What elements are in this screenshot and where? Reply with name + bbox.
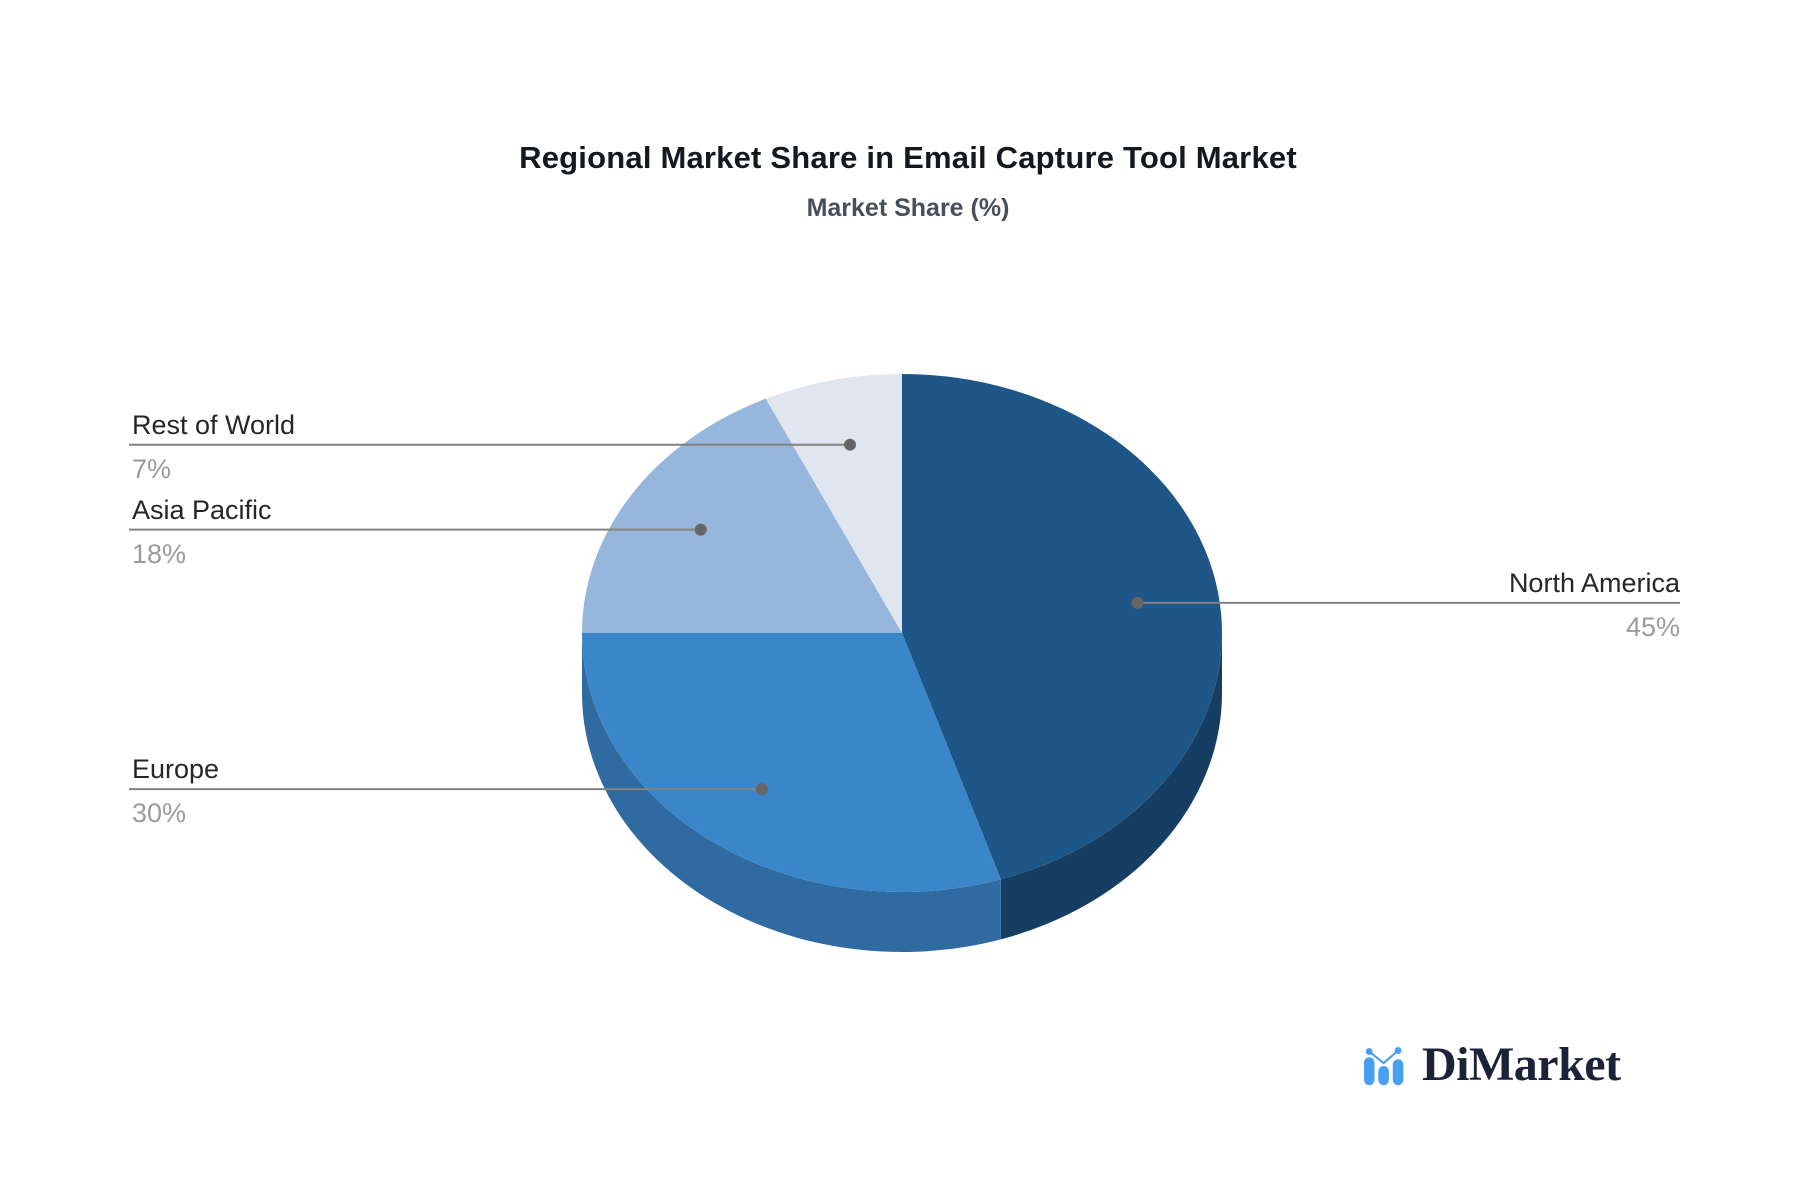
logo-bar-0 bbox=[1363, 1057, 1375, 1086]
logo-trend-line bbox=[1368, 1049, 1399, 1065]
pie-slice-rest-of-world[interactable] bbox=[765, 374, 902, 633]
pie-slice-side-north-america bbox=[1000, 633, 1222, 940]
logo-bar-1 bbox=[1378, 1065, 1389, 1086]
leader-dot-asia-pacific bbox=[694, 523, 707, 536]
slice-percent: 7% bbox=[132, 453, 172, 484]
logo-trend-dot-1 bbox=[1394, 1047, 1402, 1055]
pie-slice-north-america[interactable] bbox=[902, 374, 1222, 880]
brand-logo-text: DiMarket bbox=[1422, 1038, 1621, 1091]
leader-dot-europe bbox=[755, 783, 768, 796]
slice-label: Europe bbox=[132, 754, 220, 785]
brand-logo: DiMarket bbox=[1362, 1038, 1621, 1091]
slice-label: Rest of World bbox=[132, 409, 296, 440]
chart-title: Regional Market Share in Email Capture T… bbox=[519, 140, 1297, 175]
logo-bar-2 bbox=[1392, 1059, 1404, 1086]
leader-dot-north-america bbox=[1131, 596, 1144, 609]
slice-label: North America bbox=[1508, 567, 1680, 598]
pie-slice-side-europe bbox=[582, 633, 1001, 952]
slice-percent: 18% bbox=[132, 538, 187, 569]
chart-subtitle: Market Share (%) bbox=[806, 194, 1010, 222]
leader-dot-rest-of-world bbox=[843, 438, 856, 451]
slice-percent: 45% bbox=[1625, 611, 1680, 642]
pie-slice-europe[interactable] bbox=[582, 633, 1001, 892]
slice-percent: 30% bbox=[132, 798, 187, 829]
slice-label: Asia Pacific bbox=[132, 494, 272, 525]
logo-trend-dot-0 bbox=[1365, 1048, 1373, 1055]
pie-slice-asia-pacific[interactable] bbox=[582, 398, 902, 633]
bar-chart-logo-icon bbox=[1363, 1047, 1404, 1086]
